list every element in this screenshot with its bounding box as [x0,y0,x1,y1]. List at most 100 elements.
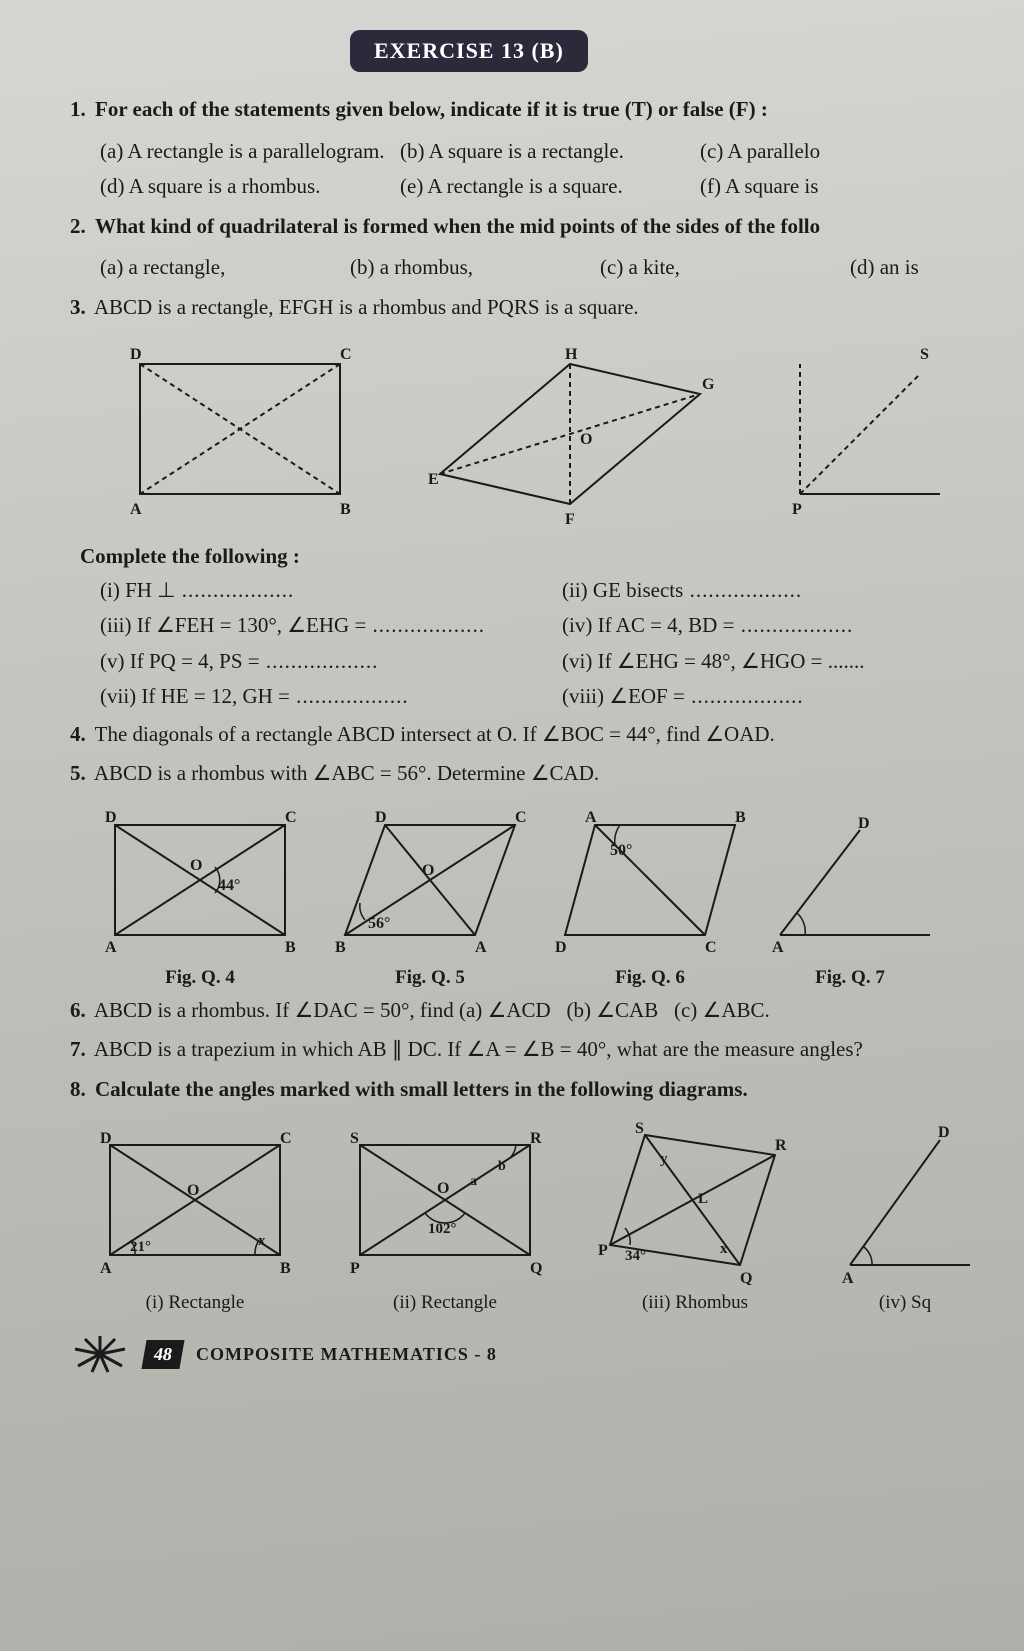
svg-text:D: D [105,809,117,826]
svg-text:C: C [705,939,717,956]
svg-text:B: B [280,1260,291,1277]
svg-text:B: B [735,809,746,826]
q8-stem: Calculate the angles marked with small l… [95,1077,748,1101]
q1-d: (d) A square is a rhombus. [100,169,400,205]
svg-text:x: x [258,1233,266,1249]
svg-text:D: D [100,1130,112,1147]
svg-text:C: C [280,1130,292,1147]
svg-text:D: D [938,1124,950,1141]
figs-q4-q7: 44° O D C A B Fig. Q. 4 O 56° D C B A [90,800,994,989]
svg-text:O: O [437,1180,449,1197]
q3-iii: (iii) If ∠FEH = 130°, ∠EHG = [100,613,366,637]
exercise-badge: EXERCISE 13 (B) [350,30,588,72]
svg-text:C: C [340,346,352,363]
svg-text:F: F [565,511,575,528]
q6-c: (c) ∠ABC. [674,998,770,1022]
fig-square-pqrs: S P [770,334,940,534]
svg-text:P: P [792,501,802,518]
svg-text:E: E [428,471,439,488]
q8-sub-iii: (iii) Rhombus [590,1292,800,1314]
svg-text:S: S [635,1120,644,1137]
q1-e: (e) A rectangle is a square. [400,169,700,205]
q8: 8. Calculate the angles marked with smal… [70,1074,994,1106]
q3-vi: (vi) If ∠EHG = 48°, ∠HGO = [562,649,822,673]
q2-d: (d) an is [850,250,919,286]
page: EXERCISE 13 (B) 1. For each of the state… [0,0,1024,1651]
q1-b: (b) A square is a rectangle. [400,134,700,170]
svg-text:O: O [580,431,592,448]
svg-text:G: G [702,376,715,393]
q1-a: (a) A rectangle is a parallelogram. [100,134,400,170]
q3-stem: ABCD is a rectangle, EFGH is a rhombus a… [94,295,639,319]
q3-ii: (ii) GE bisects [562,578,683,602]
page-number: 48 [141,1340,184,1369]
svg-text:O: O [422,862,434,879]
q3: 3. ABCD is a rectangle, EFGH is a rhombu… [70,292,994,324]
svg-text:56°: 56° [368,915,390,932]
q8-sub-iv: (iv) Sq [840,1292,970,1314]
svg-text:L: L [698,1191,708,1207]
fig-q4: 44° O D C A B Fig. Q. 4 [90,800,310,989]
svg-text:A: A [475,939,487,956]
svg-text:A: A [772,939,784,956]
q1: 1. For each of the statements given belo… [70,94,994,126]
q6: 6. ABCD is a rhombus. If ∠DAC = 50°, fin… [70,995,994,1027]
q3-items: (i) FH ⊥ (ii) GE bisects (iii) If ∠FEH =… [100,575,994,713]
svg-text:D: D [130,346,142,363]
fig-q7: D A Fig. Q. 7 [770,800,930,989]
fig-q8-iii: 34° y L x S R P Q (iii) Rhombus [590,1115,800,1314]
fig-rectangle-abcd: D C A B [110,334,370,534]
q3-iv: (iv) If AC = 4, BD = [562,613,734,637]
q8-sub-i: (i) Rectangle [90,1292,300,1314]
q3-subhead: Complete the following : [80,544,994,569]
svg-text:A: A [100,1260,112,1277]
svg-text:D: D [375,809,387,826]
q2-b: (b) a rhombus, [350,250,600,286]
svg-text:y: y [660,1151,668,1167]
svg-text:Q: Q [740,1270,752,1285]
svg-text:B: B [335,939,346,956]
q1-options: (a) A rectangle is a parallelogram. (b) … [100,134,994,205]
footer: 48 COMPOSITE MATHEMATICS - 8 [70,1334,994,1374]
q2-options: (a) a rectangle, (b) a rhombus, (c) a ki… [100,250,994,286]
fig-rhombus-efgh: E F G H O [410,334,730,534]
svg-text:H: H [565,346,578,363]
q1-f: (f) A square is [700,169,818,205]
q6-stem: ABCD is a rhombus. If ∠DAC = 50°, find (… [94,998,551,1022]
svg-text:S: S [920,346,929,363]
svg-text:C: C [515,809,527,826]
q8-sub-ii: (ii) Rectangle [340,1292,550,1314]
q2: 2. What kind of quadrilateral is formed … [70,211,994,243]
svg-text:34°: 34° [625,1248,646,1264]
svg-text:R: R [775,1137,787,1154]
q7-stem: ABCD is a trapezium in which AB ∥ DC. If… [94,1037,863,1061]
svg-text:Q: Q [530,1260,542,1277]
svg-text:b: b [498,1159,506,1174]
svg-text:P: P [350,1260,360,1277]
svg-text:O: O [190,857,202,874]
q1-stem: For each of the statements given below, … [95,97,768,121]
q4: 4. The diagonals of a rectangle ABCD int… [70,719,994,751]
svg-text:21°: 21° [130,1239,151,1255]
svg-text:D: D [555,939,567,956]
svg-text:P: P [598,1242,608,1259]
q5-stem: ABCD is a rhombus with ∠ABC = 56°. Deter… [94,761,599,785]
svg-text:B: B [285,939,296,956]
svg-text:C: C [285,809,297,826]
svg-text:50°: 50° [610,842,632,859]
figcap-q7: Fig. Q. 7 [770,967,930,989]
q3-vii: (vii) If HE = 12, GH = [100,684,290,708]
fig-q8-ii: 102° O b a S R P Q (ii) Rectangle [340,1125,550,1314]
fig-q6: 50° A B D C Fig. Q. 6 [550,800,750,989]
fig-q8-iv: D A (iv) Sq [840,1115,970,1314]
q3-v: (v) If PQ = 4, PS = [100,649,260,673]
svg-text:O: O [187,1182,199,1199]
q2-a: (a) a rectangle, [100,250,350,286]
q3-viii: (viii) ∠EOF = [562,684,685,708]
q7: 7. ABCD is a trapezium in which AB ∥ DC.… [70,1034,994,1066]
q4-stem: The diagonals of a rectangle ABCD inters… [95,722,775,746]
svg-text:a: a [470,1174,477,1189]
q1-c: (c) A parallelo [700,134,820,170]
q2-c: (c) a kite, [600,250,850,286]
q2-stem: What kind of quadrilateral is formed whe… [95,214,820,238]
